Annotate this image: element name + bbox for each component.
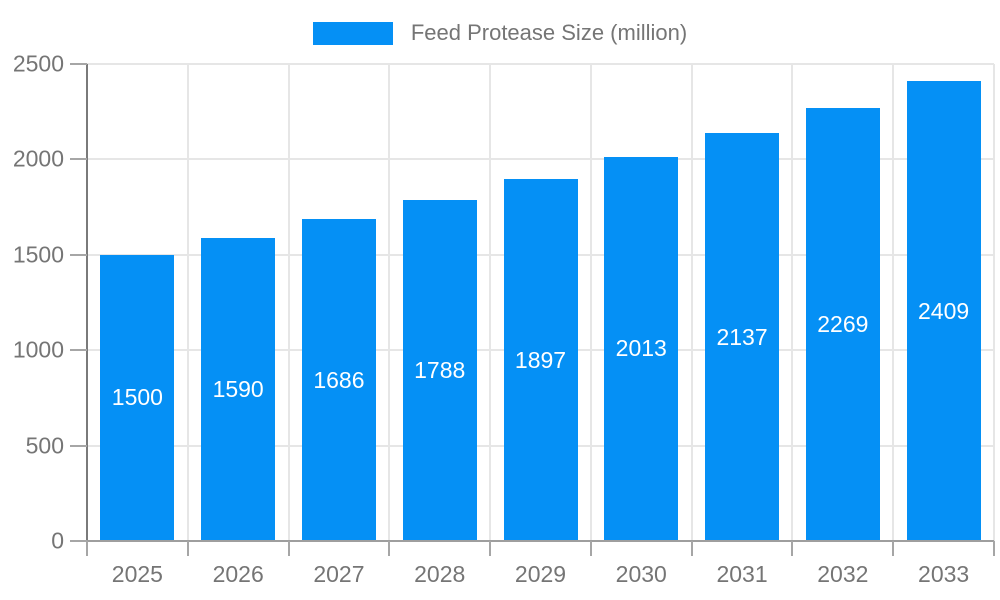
y-tick-label: 1500 [12, 241, 64, 268]
legend-swatch [312, 21, 393, 45]
x-tick-mark [791, 541, 794, 556]
bar[interactable]: 1897 [503, 179, 578, 541]
bar[interactable]: 1590 [201, 237, 276, 541]
legend[interactable]: Feed Protease Size (million) [0, 16, 1000, 50]
y-axis-line [86, 64, 88, 556]
x-tick-label: 2028 [414, 561, 466, 587]
y-tick-mark [70, 540, 87, 542]
bar-value-label: 1788 [414, 356, 466, 383]
y-tick-mark [70, 63, 87, 65]
x-tick-label: 2025 [111, 561, 163, 587]
legend-label: Feed Protease Size (million) [410, 20, 688, 45]
gridline-vertical [489, 64, 492, 541]
gridline-vertical [892, 64, 895, 541]
bar[interactable]: 2269 [805, 108, 880, 541]
x-tick-mark [287, 541, 290, 556]
x-tick-label: 2027 [313, 561, 365, 587]
x-tick-label: 2033 [918, 561, 970, 587]
x-tick-label: 2031 [716, 561, 768, 587]
x-tick-mark [690, 541, 693, 556]
bar[interactable]: 2409 [906, 81, 981, 541]
bar[interactable]: 1686 [301, 219, 376, 541]
y-tick-mark [70, 444, 87, 447]
bar[interactable]: 2137 [705, 133, 780, 541]
x-axis-line [70, 540, 994, 542]
bar-value-label: 1897 [514, 346, 567, 373]
y-tick-label: 2500 [12, 50, 64, 77]
y-tick-label: 0 [51, 527, 64, 554]
y-tick-label: 500 [25, 432, 64, 459]
gridline-vertical [791, 64, 794, 541]
y-tick-mark [70, 253, 87, 256]
y-tick-label: 1000 [12, 336, 64, 363]
gridline-vertical [287, 64, 290, 541]
y-tick-label: 2000 [12, 145, 64, 172]
gridline-vertical [589, 64, 592, 541]
x-tick-mark [993, 541, 995, 556]
x-tick-mark [186, 541, 189, 556]
x-tick-mark [589, 541, 592, 556]
gridline-vertical [993, 64, 995, 541]
x-tick-label: 2030 [615, 561, 667, 587]
bar-value-label: 1500 [111, 384, 163, 411]
bar[interactable]: 2013 [604, 156, 679, 541]
y-tick-mark [70, 349, 87, 352]
x-tick-mark [388, 541, 391, 556]
gridline-horizontal [87, 63, 994, 65]
bar-value-label: 1686 [313, 366, 365, 393]
bar[interactable]: 1788 [402, 199, 477, 541]
x-tick-mark [489, 541, 492, 556]
bar-value-label: 2137 [716, 323, 768, 350]
bar-value-label: 2013 [615, 335, 667, 362]
gridline-vertical [388, 64, 391, 541]
bar-value-label: 2409 [918, 297, 970, 324]
x-tick-label: 2032 [817, 561, 869, 587]
x-tick-label: 2026 [212, 561, 264, 587]
bar-value-label: 2269 [817, 311, 869, 338]
gridline-vertical [186, 64, 189, 541]
bar-value-label: 1590 [212, 375, 264, 402]
gridline-vertical [690, 64, 693, 541]
plot-area: 1500 1590 1686 1788 1897 2013 2137 2269 2409 [87, 63, 995, 541]
x-tick-mark [86, 541, 88, 556]
x-tick-label: 2029 [514, 561, 567, 587]
gridline-horizontal [87, 158, 994, 161]
x-tick-mark [892, 541, 895, 556]
y-tick-mark [70, 158, 87, 161]
bar[interactable]: 1500 [100, 254, 175, 541]
